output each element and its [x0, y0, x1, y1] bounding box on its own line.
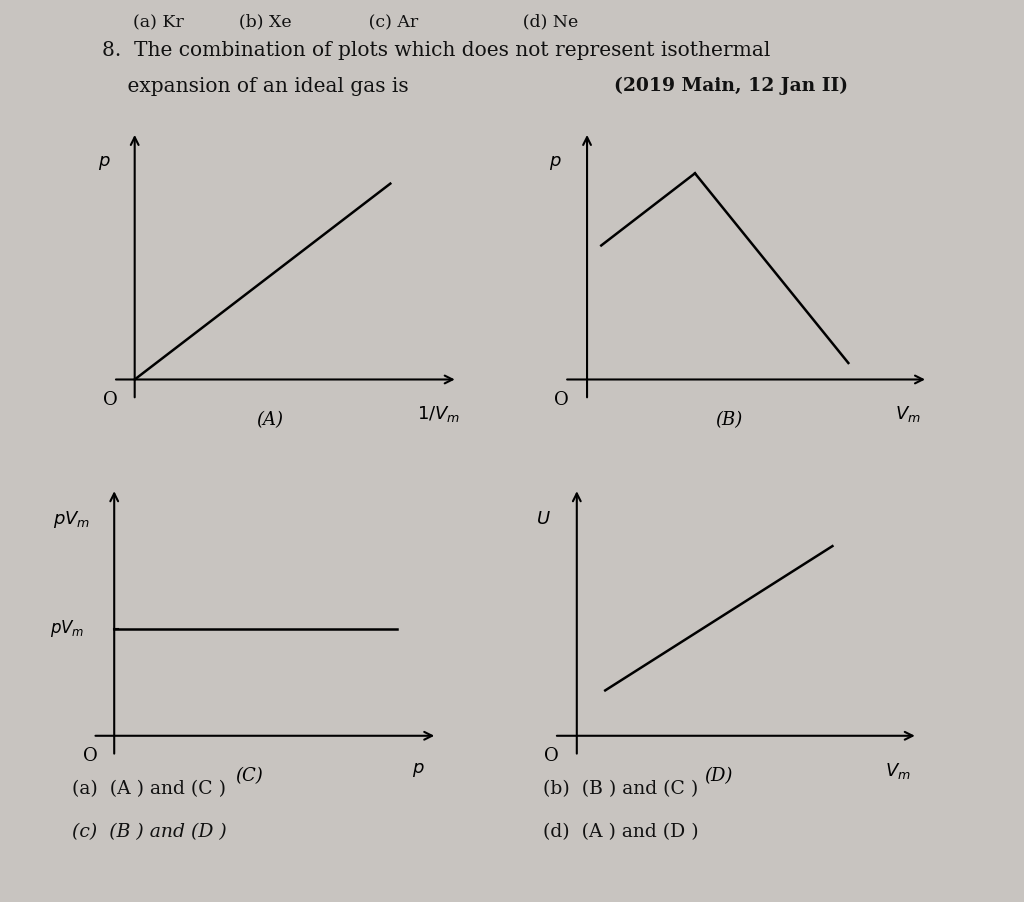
Text: (d)  (A ) and (D ): (d) (A ) and (D ) [543, 823, 698, 841]
Text: O: O [544, 748, 559, 766]
Text: O: O [103, 391, 118, 410]
Text: 8.  The combination of plots which does not represent isothermal: 8. The combination of plots which does n… [102, 41, 771, 60]
Text: O: O [554, 391, 569, 410]
Text: (C): (C) [234, 767, 262, 785]
Text: O: O [83, 748, 97, 766]
Text: expansion of an ideal gas is: expansion of an ideal gas is [102, 77, 409, 96]
Text: (B): (B) [716, 410, 742, 428]
Text: $p$: $p$ [412, 760, 425, 778]
Text: $pV_m$: $pV_m$ [53, 509, 90, 529]
Text: (A): (A) [256, 410, 283, 428]
Text: $1/V_m$: $1/V_m$ [417, 404, 461, 424]
Text: (2019 Main, 12 Jan II): (2019 Main, 12 Jan II) [614, 77, 849, 95]
Text: (a) Kr          (b) Xe              (c) Ar                   (d) Ne: (a) Kr (b) Xe (c) Ar (d) Ne [133, 14, 579, 31]
Text: (a)  (A ) and (C ): (a) (A ) and (C ) [72, 780, 225, 798]
Text: $V_m$: $V_m$ [895, 404, 921, 424]
Text: $p$: $p$ [549, 154, 561, 172]
Text: (D): (D) [705, 767, 733, 785]
Text: (b)  (B ) and (C ): (b) (B ) and (C ) [543, 780, 698, 798]
Text: $pV_m$: $pV_m$ [50, 618, 85, 639]
Text: (c)  (B ) and (D ): (c) (B ) and (D ) [72, 823, 226, 841]
Text: $V_m$: $V_m$ [885, 760, 910, 780]
Text: $U$: $U$ [537, 511, 551, 529]
Text: $p$: $p$ [98, 154, 111, 172]
